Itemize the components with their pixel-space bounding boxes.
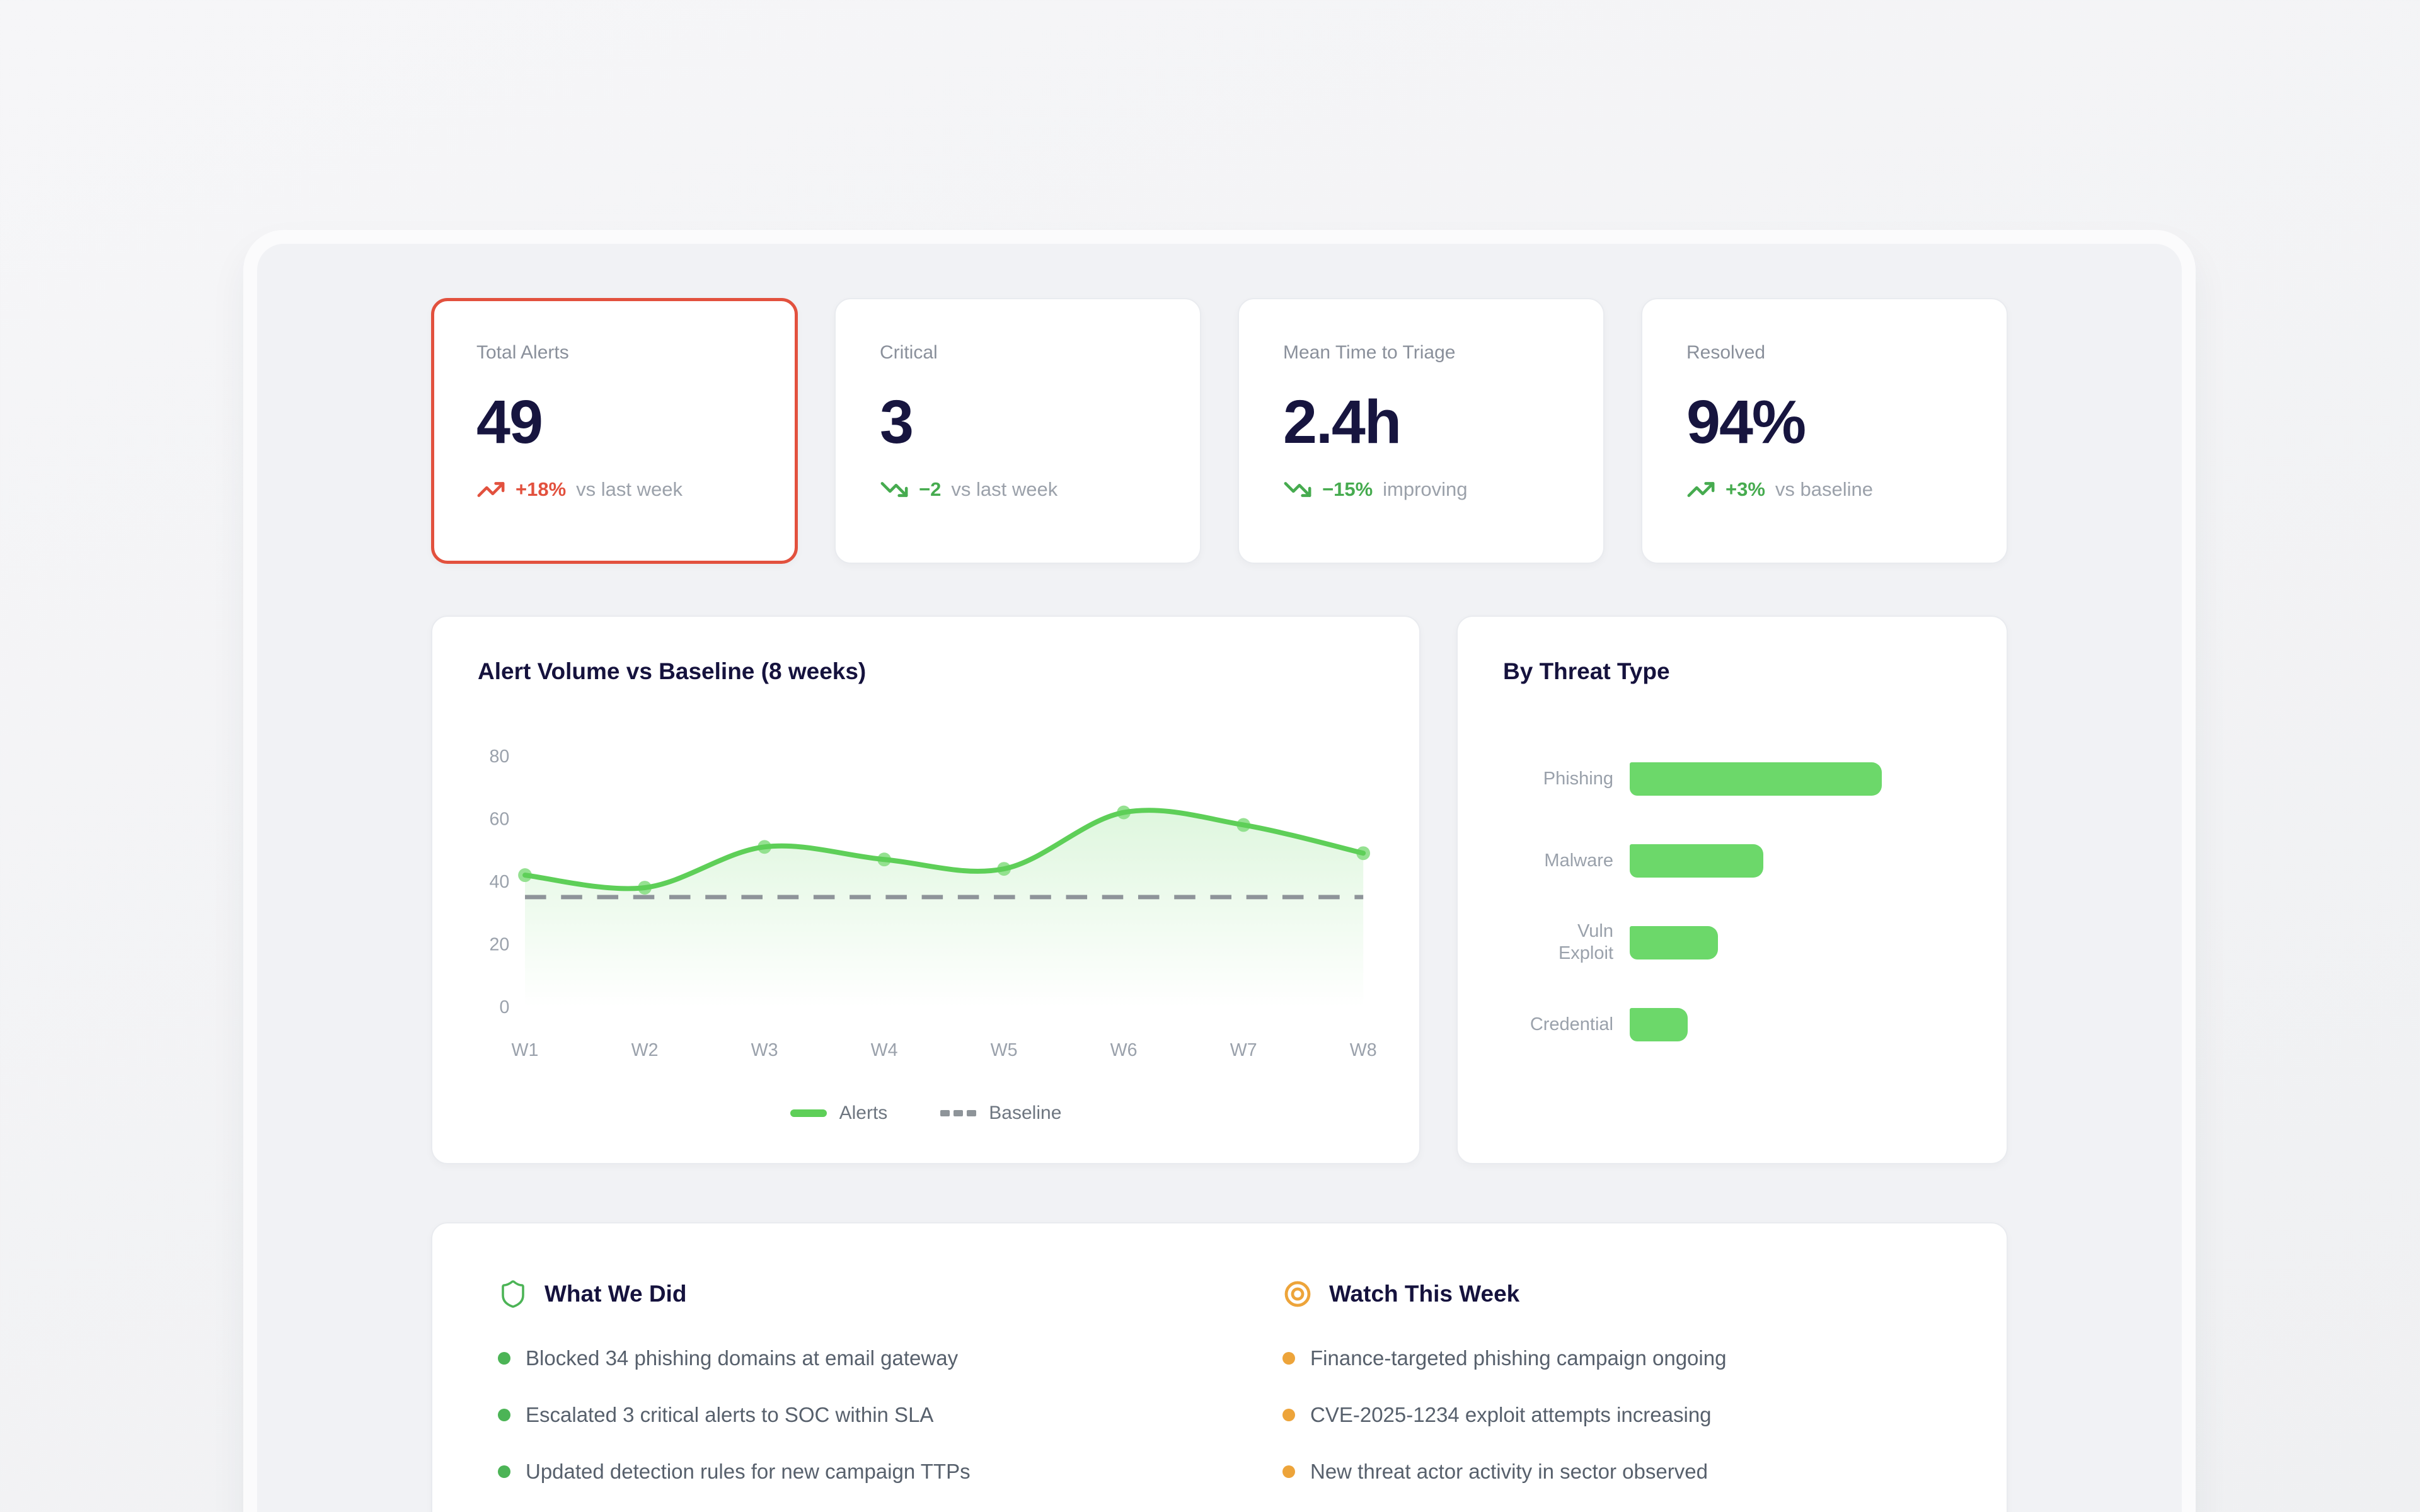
legend-label-alerts: Alerts bbox=[839, 1102, 888, 1123]
threat-type-bar-chart: Phishing Malware Vuln Exploit Credential bbox=[1519, 738, 1981, 1065]
svg-text:60: 60 bbox=[490, 809, 510, 829]
alert-volume-line-chart: 0 20 40 60 80 W1 W2 W3 W4 W5 W6 W7 W8 bbox=[490, 747, 1377, 1060]
what-we-did-list: Blocked 34 phishing domains at email gat… bbox=[498, 1346, 1219, 1484]
svg-text:W4: W4 bbox=[871, 1040, 898, 1060]
kpi-trend: +3% vs baseline bbox=[1686, 475, 1962, 504]
svg-text:W2: W2 bbox=[631, 1040, 659, 1060]
target-icon bbox=[1282, 1279, 1313, 1309]
bar-chart-title: By Threat Type bbox=[1503, 658, 1670, 684]
list-item: Blocked 34 phishing domains at email gat… bbox=[498, 1346, 1219, 1371]
trending-up-icon bbox=[1686, 475, 1715, 504]
weekly-summary-card: What We Did Blocked 34 phishing domains … bbox=[431, 1222, 2008, 1512]
kpi-card-total-alerts[interactable]: Total Alerts 49 +18% vs last week bbox=[431, 298, 798, 564]
svg-text:80: 80 bbox=[490, 747, 510, 767]
svg-text:W3: W3 bbox=[751, 1040, 778, 1060]
bar-label: Vuln Exploit bbox=[1558, 921, 1613, 963]
legend-item-baseline: Baseline bbox=[940, 1102, 1061, 1124]
list-item: Escalated 3 critical alerts to SOC withi… bbox=[498, 1402, 1219, 1428]
bar-phishing bbox=[1630, 762, 1882, 796]
kpi-trend: −15% improving bbox=[1283, 475, 1559, 504]
watch-this-week-title: Watch This Week bbox=[1329, 1281, 1520, 1307]
kpi-value: 3 bbox=[880, 387, 914, 456]
svg-text:W5: W5 bbox=[991, 1040, 1018, 1060]
svg-text:W7: W7 bbox=[1230, 1040, 1257, 1060]
trending-down-icon bbox=[1283, 475, 1312, 504]
watch-this-week-header: Watch This Week bbox=[1282, 1279, 1941, 1309]
what-we-did-section: What We Did Blocked 34 phishing domains … bbox=[498, 1279, 1219, 1512]
bullet-dot-icon bbox=[1282, 1352, 1295, 1365]
bar-row-malware: Malware bbox=[1519, 820, 1981, 902]
kpi-row: Total Alerts 49 +18% vs last week Critic… bbox=[431, 298, 2008, 564]
bullet-dot-icon bbox=[498, 1352, 510, 1365]
svg-text:W1: W1 bbox=[512, 1040, 539, 1060]
weekly-security-report-container: Total Alerts 49 +18% vs last week Critic… bbox=[243, 230, 2196, 1512]
bar-label: Malware bbox=[1544, 850, 1613, 871]
list-item: CVE-2025-1234 exploit attempts increasin… bbox=[1282, 1402, 1941, 1428]
trending-up-icon bbox=[476, 475, 505, 504]
trend-value: +3% bbox=[1726, 478, 1765, 500]
alert-volume-line-chart-card: Alert Volume vs Baseline (8 weeks) 0 20 40… bbox=[431, 616, 1420, 1164]
legend-item-alerts: Alerts bbox=[790, 1102, 888, 1124]
kpi-card-critical[interactable]: Critical 3 −2 vs last week bbox=[834, 298, 1201, 564]
trend-caption: vs last week bbox=[576, 478, 683, 500]
kpi-value: 49 bbox=[476, 387, 543, 456]
kpi-trend: −2 vs last week bbox=[880, 475, 1156, 504]
bullet-dot-icon bbox=[1282, 1465, 1295, 1478]
bar-vuln-exploit bbox=[1630, 925, 1718, 959]
bar-credential bbox=[1630, 1007, 1688, 1041]
svg-text:40: 40 bbox=[490, 872, 510, 892]
svg-text:20: 20 bbox=[490, 934, 510, 954]
bar-malware bbox=[1630, 844, 1763, 878]
kpi-value: 2.4h bbox=[1283, 387, 1402, 456]
line-chart-legend: Alerts Baseline bbox=[432, 1102, 1419, 1124]
kpi-label: Critical bbox=[880, 342, 938, 363]
trending-down-icon bbox=[880, 475, 909, 504]
trend-value: −2 bbox=[919, 478, 942, 500]
list-item: New threat actor activity in sector obse… bbox=[1282, 1459, 1941, 1484]
kpi-label: Total Alerts bbox=[476, 342, 569, 363]
what-we-did-header: What We Did bbox=[498, 1279, 1219, 1309]
watch-this-week-section: Watch This Week Finance-targeted phishin… bbox=[1219, 1279, 1941, 1512]
trend-caption: vs baseline bbox=[1775, 478, 1874, 500]
bullet-dot-icon bbox=[498, 1409, 510, 1421]
bullet-dot-icon bbox=[498, 1465, 510, 1478]
kpi-card-mean-time-to-triage[interactable]: Mean Time to Triage 2.4h −15% improving bbox=[1238, 298, 1605, 564]
line-chart-title: Alert Volume vs Baseline (8 weeks) bbox=[478, 658, 867, 684]
bar-label: Phishing bbox=[1543, 768, 1613, 789]
trend-value: −15% bbox=[1322, 478, 1373, 500]
trend-caption: vs last week bbox=[951, 478, 1058, 500]
baseline-dash-swatch bbox=[940, 1110, 977, 1116]
bar-row-credential: Credential bbox=[1519, 983, 1981, 1065]
shield-icon bbox=[498, 1279, 528, 1309]
trend-caption: improving bbox=[1383, 478, 1468, 500]
charts-row: Alert Volume vs Baseline (8 weeks) 0 20 40… bbox=[431, 616, 2008, 1164]
alerts-line-swatch bbox=[790, 1109, 827, 1117]
kpi-value: 94% bbox=[1686, 387, 1806, 456]
trend-value: +18% bbox=[516, 478, 567, 500]
kpi-label: Resolved bbox=[1686, 342, 1766, 363]
kpi-label: Mean Time to Triage bbox=[1283, 342, 1456, 363]
bar-row-vuln-exploit: Vuln Exploit bbox=[1519, 902, 1981, 983]
svg-text:0: 0 bbox=[499, 997, 509, 1017]
svg-text:W6: W6 bbox=[1110, 1040, 1138, 1060]
list-item: Finance-targeted phishing campaign ongoi… bbox=[1282, 1346, 1941, 1371]
kpi-card-resolved[interactable]: Resolved 94% +3% vs baseline bbox=[1641, 298, 2008, 564]
bullet-dot-icon bbox=[1282, 1409, 1295, 1421]
what-we-did-title: What We Did bbox=[544, 1281, 687, 1307]
legend-label-baseline: Baseline bbox=[989, 1102, 1062, 1123]
svg-text:W8: W8 bbox=[1350, 1040, 1377, 1060]
kpi-trend: +18% vs last week bbox=[476, 475, 752, 504]
watch-this-week-list: Finance-targeted phishing campaign ongoi… bbox=[1282, 1346, 1941, 1484]
bar-label: Credential bbox=[1530, 1014, 1613, 1034]
threat-type-bar-chart-card: By Threat Type Phishing Malware Vuln Exp… bbox=[1456, 616, 2008, 1164]
list-item: Updated detection rules for new campaign… bbox=[498, 1459, 1219, 1484]
bar-row-phishing: Phishing bbox=[1519, 738, 1981, 820]
